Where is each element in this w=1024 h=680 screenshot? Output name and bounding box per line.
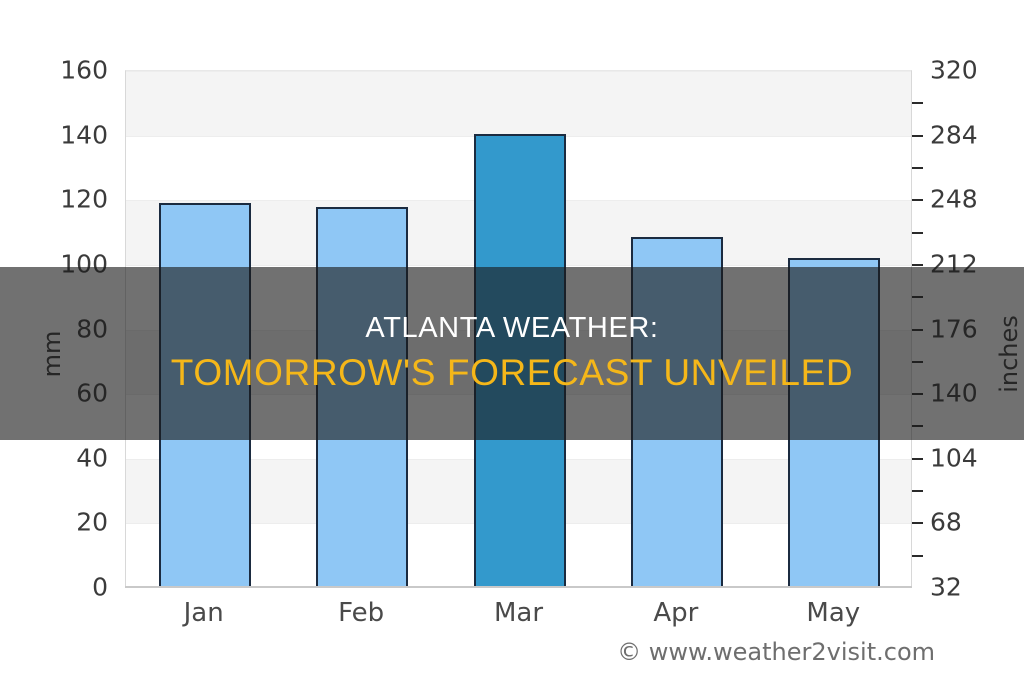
watermark-credit: © www.weather2visit.com bbox=[617, 638, 935, 666]
y-tick-label-left: 40 bbox=[76, 443, 108, 473]
y-tick-label-left: 140 bbox=[60, 120, 108, 150]
y-tick-mark-right bbox=[912, 457, 923, 460]
y-tick-label-left: 120 bbox=[60, 184, 108, 214]
y-tick-mark-right-minor bbox=[912, 554, 923, 557]
y-tick-mark-right bbox=[912, 199, 923, 202]
gridline bbox=[126, 71, 911, 72]
y-tick-mark-right-minor bbox=[912, 231, 923, 234]
y-tick-mark-right bbox=[912, 134, 923, 137]
x-axis-baseline bbox=[125, 586, 912, 588]
x-tick-label-mar: Mar bbox=[493, 598, 544, 628]
y-tick-label-right: 248 bbox=[930, 184, 978, 214]
y-tick-label-left: 20 bbox=[76, 507, 108, 537]
y-tick-label-right: 32 bbox=[930, 572, 962, 602]
title-line-2: TOMORROW'S FORECAST UNVEILED bbox=[170, 352, 854, 394]
y-tick-mark-right-minor bbox=[912, 102, 923, 105]
title-scrim bbox=[0, 267, 1024, 440]
x-tick-label-feb: Feb bbox=[338, 598, 385, 628]
y-tick-label-right: 68 bbox=[930, 507, 962, 537]
y-tick-label-left: 0 bbox=[92, 572, 108, 602]
title-line-1: ATLANTA WEATHER: bbox=[365, 311, 659, 344]
y-tick-label-right: 284 bbox=[930, 120, 978, 150]
x-tick-label-apr: Apr bbox=[653, 598, 699, 628]
y-tick-label-right: 320 bbox=[930, 55, 978, 85]
y-tick-label-right: 104 bbox=[930, 443, 978, 473]
y-tick-mark-right bbox=[912, 263, 923, 266]
y-tick-label-left: 160 bbox=[60, 55, 108, 85]
y-tick-mark-right-minor bbox=[912, 490, 923, 493]
y-tick-mark-right bbox=[912, 522, 923, 525]
title-block: ATLANTA WEATHER: TOMORROW'S FORECAST UNV… bbox=[0, 267, 1024, 440]
x-tick-label-jan: Jan bbox=[183, 598, 224, 628]
background-band bbox=[126, 71, 911, 136]
x-tick-label-may: May bbox=[806, 598, 861, 628]
y-tick-mark-right-minor bbox=[912, 166, 923, 169]
